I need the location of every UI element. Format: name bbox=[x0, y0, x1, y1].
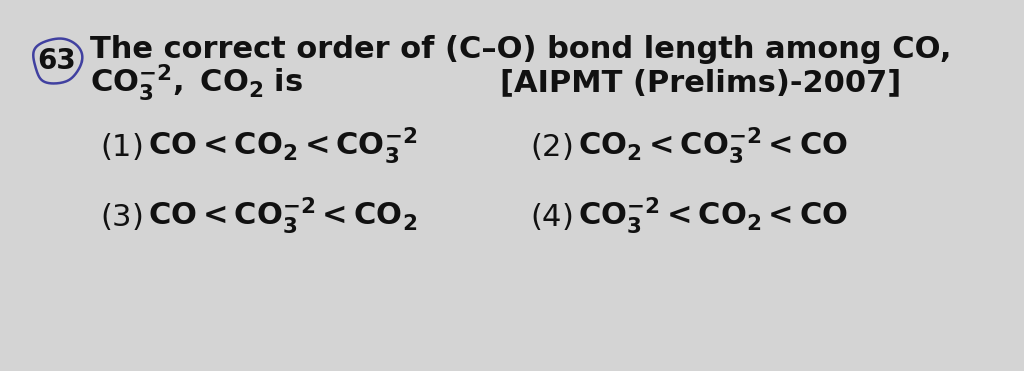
Text: [AIPMT (Prelims)-2007]: [AIPMT (Prelims)-2007] bbox=[500, 69, 901, 98]
Text: $\mathbf{CO_3^{-2} < CO_2 < CO}$: $\mathbf{CO_3^{-2} < CO_2 < CO}$ bbox=[578, 196, 848, 236]
Text: 63: 63 bbox=[38, 47, 77, 75]
Text: $\mathbf{CO < CO_3^{-2} < CO_2}$: $\mathbf{CO < CO_3^{-2} < CO_2}$ bbox=[148, 196, 417, 236]
Text: $(4)$: $(4)$ bbox=[530, 200, 572, 232]
Text: $(2)$: $(2)$ bbox=[530, 131, 572, 161]
Text: $(1)$: $(1)$ bbox=[100, 131, 142, 161]
Text: $(3)$: $(3)$ bbox=[100, 200, 142, 232]
Text: $\mathbf{CO < CO_2 < CO_3^{-2}}$: $\mathbf{CO < CO_2 < CO_3^{-2}}$ bbox=[148, 125, 417, 167]
Text: The correct order of (C–O) bond length among CO,: The correct order of (C–O) bond length a… bbox=[90, 35, 951, 63]
Text: $\mathbf{CO_3^{-2},\ CO_2\ is}$: $\mathbf{CO_3^{-2},\ CO_2\ is}$ bbox=[90, 62, 303, 104]
Text: $\mathbf{CO_2 < CO_3^{-2} < CO}$: $\mathbf{CO_2 < CO_3^{-2} < CO}$ bbox=[578, 125, 848, 167]
